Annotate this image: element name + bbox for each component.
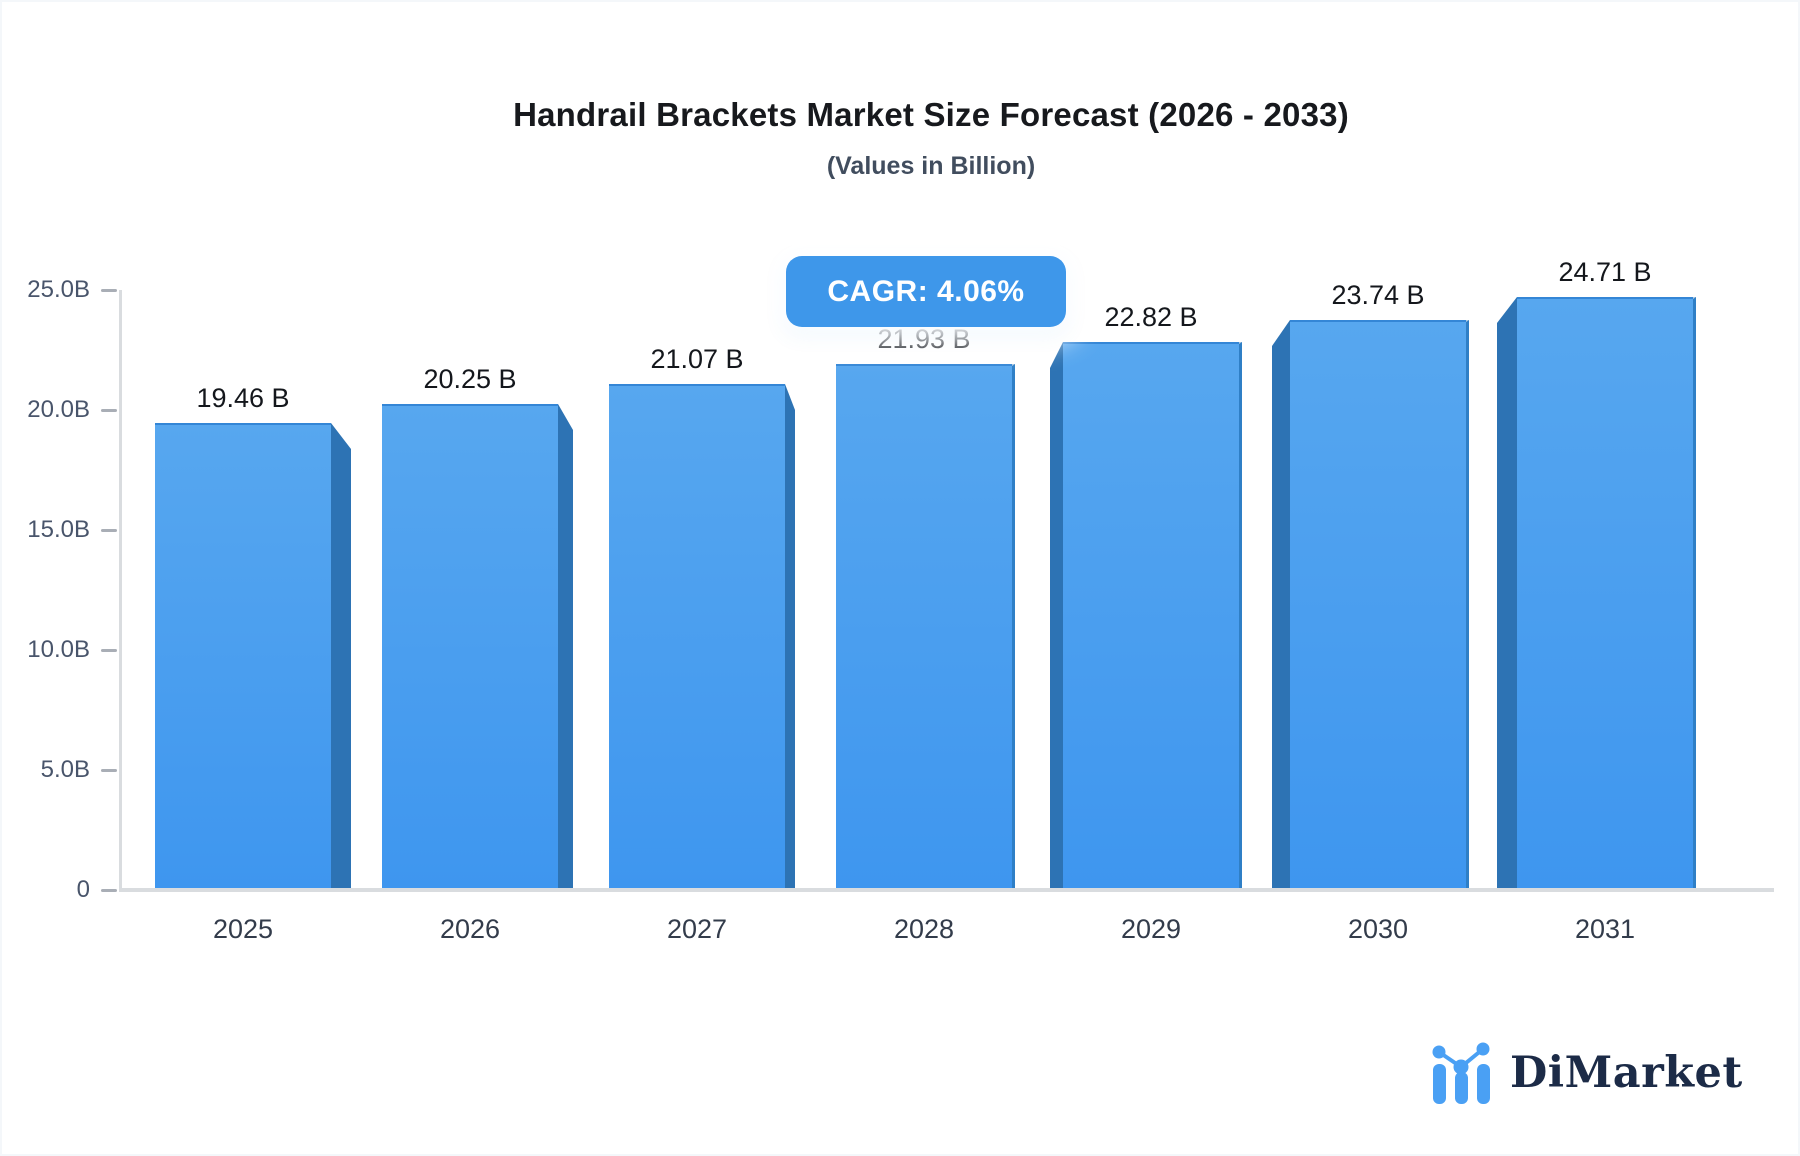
y-tick-label: 10.0B (27, 636, 90, 663)
x-axis-line (119, 888, 1774, 892)
bar-2027[interactable] (609, 384, 785, 892)
x-tick-label: 2030 (1347, 914, 1409, 944)
bar-2025[interactable] (155, 423, 331, 892)
chart-subtitle: (Values in Billion) (826, 152, 1036, 180)
y-tick-label: 5.0B (40, 756, 90, 783)
y-tick-mark (101, 889, 117, 892)
bar-side-face (331, 423, 351, 890)
bar-side-face (558, 404, 573, 890)
brand-logo-icon (1432, 1042, 1490, 1104)
x-tick-label: 2031 (1574, 914, 1636, 944)
y-axis-line (119, 290, 122, 890)
bar-2028[interactable] (836, 364, 1015, 892)
bar-value-label: 19.46 B (196, 383, 290, 413)
y-tick-label: 20.0B (27, 396, 90, 423)
y-tick-label: 0 (76, 876, 90, 903)
bar-value-label: 20.25 B (423, 364, 517, 394)
chart-title: Handrail Brackets Market Size Forecast (… (513, 96, 1349, 133)
y-tick-mark (101, 769, 117, 772)
x-tick-label: 2029 (1120, 914, 1182, 944)
bar-value-label: 21.93 B (877, 324, 971, 354)
bar-value-label: 21.07 B (650, 344, 744, 374)
bar-side-face (1272, 320, 1290, 890)
bar-value-label: 23.74 B (1331, 280, 1425, 310)
y-tick-mark (101, 649, 117, 652)
y-tick-label: 15.0B (27, 516, 90, 543)
bar-2030[interactable] (1290, 320, 1469, 892)
y-tick-label: 25.0B (27, 276, 90, 303)
x-tick-label: 2026 (439, 914, 501, 944)
y-tick-mark (101, 409, 117, 412)
y-tick-mark (101, 529, 117, 532)
bar-side-face (785, 384, 795, 890)
bar-value-label: 24.71 B (1558, 257, 1652, 287)
bar-side-face (1497, 297, 1517, 890)
bar-2031[interactable] (1517, 297, 1696, 892)
bar-side-face (1050, 342, 1063, 890)
cagr-badge: CAGR: 4.06% (786, 256, 1066, 327)
y-tick-mark (101, 289, 117, 292)
bar-2029[interactable] (1063, 342, 1242, 892)
brand-logo-text: DiMarket (1510, 1048, 1743, 1098)
x-tick-label: 2028 (893, 914, 955, 944)
bar-value-label: 22.82 B (1104, 302, 1198, 332)
chart-header: Handrail Brackets Market Size Forecast (… (120, 96, 1742, 181)
x-tick-label: 2027 (666, 914, 728, 944)
x-tick-label: 2025 (212, 914, 274, 944)
brand-logo: DiMarket (1430, 1042, 1743, 1104)
bar-2026[interactable] (382, 404, 558, 892)
